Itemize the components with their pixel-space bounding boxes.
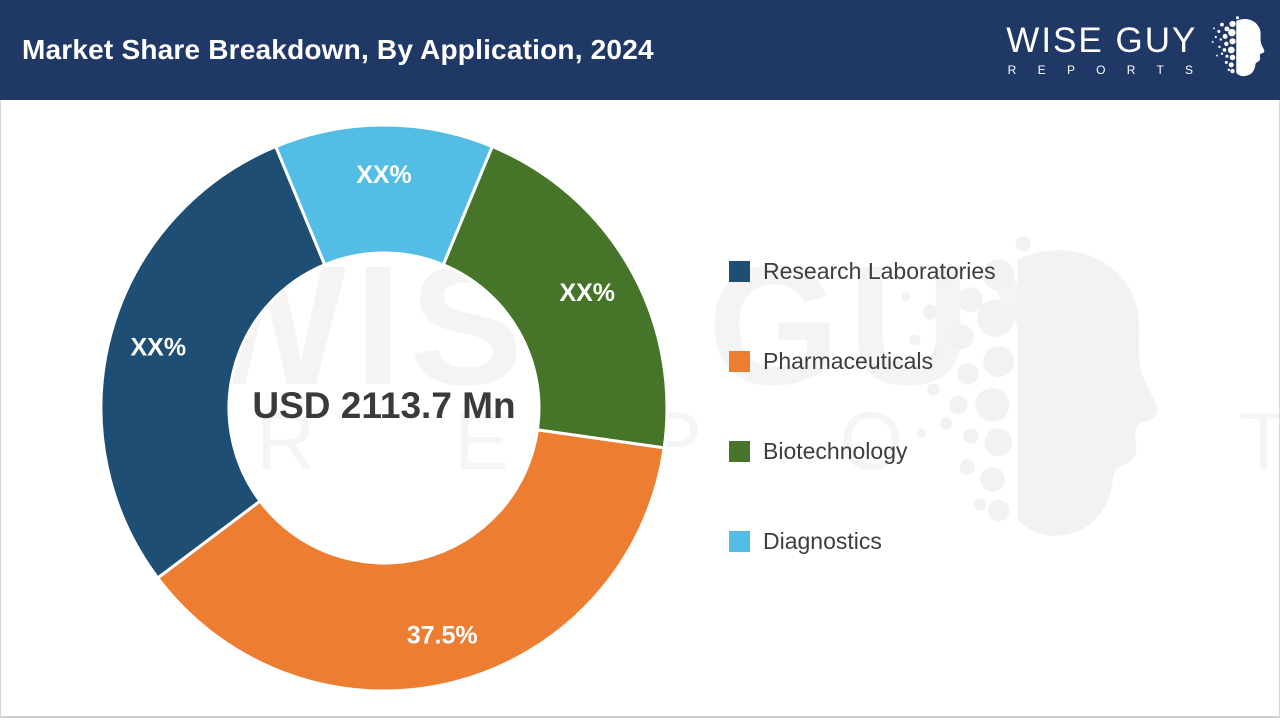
donut-slice-research-laboratories[interactable] bbox=[99, 145, 327, 580]
legend-label-research-laboratories: Research Laboratories bbox=[763, 257, 996, 284]
slice-label-pharmaceuticals: 37.5% bbox=[407, 622, 478, 650]
legend-swatch-biotechnology bbox=[729, 440, 750, 462]
brand-subname: R E P O R T S bbox=[1007, 63, 1202, 77]
legend-label-biotechnology: Biotechnology bbox=[763, 437, 908, 464]
legend-item-biotechnology[interactable]: Biotechnology bbox=[729, 436, 996, 466]
slice-label-research-laboratories: XX% bbox=[130, 333, 186, 361]
chart-area: WISE GUY R E P O R T S XX%XX%37.5%XX% US… bbox=[0, 100, 1280, 718]
donut-center-value: USD 2113.7 Mn bbox=[252, 385, 516, 426]
page-title: Market Share Breakdown, By Application, … bbox=[22, 34, 654, 65]
brand-logo: WISE GUY R E P O R T S bbox=[1002, 12, 1266, 88]
brand-name: WISE GUY bbox=[1006, 21, 1198, 60]
legend-item-pharmaceuticals[interactable]: Pharmaceuticals bbox=[729, 346, 996, 376]
donut-slice-pharmaceuticals[interactable] bbox=[156, 428, 666, 693]
legend-swatch-research-laboratories bbox=[729, 260, 750, 282]
legend-swatch-diagnostics bbox=[729, 530, 750, 552]
legend-item-diagnostics[interactable]: Diagnostics bbox=[729, 526, 996, 556]
brand-wordmark: WISE GUY R E P O R T S bbox=[1002, 23, 1202, 77]
legend-swatch-pharmaceuticals bbox=[729, 350, 750, 372]
donut-slice-biotechnology[interactable] bbox=[441, 145, 669, 450]
legend: Research Laboratories Pharmaceuticals Bi… bbox=[729, 256, 996, 616]
legend-label-diagnostics: Diagnostics bbox=[763, 527, 882, 554]
header: Market Share Breakdown, By Application, … bbox=[0, 0, 1280, 100]
wiseguy-head-icon bbox=[1211, 16, 1265, 77]
legend-label-pharmaceuticals: Pharmaceuticals bbox=[763, 347, 934, 374]
slice-label-biotechnology: XX% bbox=[559, 279, 615, 307]
donut-chart: XX% XX% 37.5% XX% bbox=[99, 123, 669, 693]
legend-item-research-laboratories[interactable]: Research Laboratories bbox=[729, 256, 996, 286]
slice-label-diagnostics: XX% bbox=[356, 161, 412, 189]
